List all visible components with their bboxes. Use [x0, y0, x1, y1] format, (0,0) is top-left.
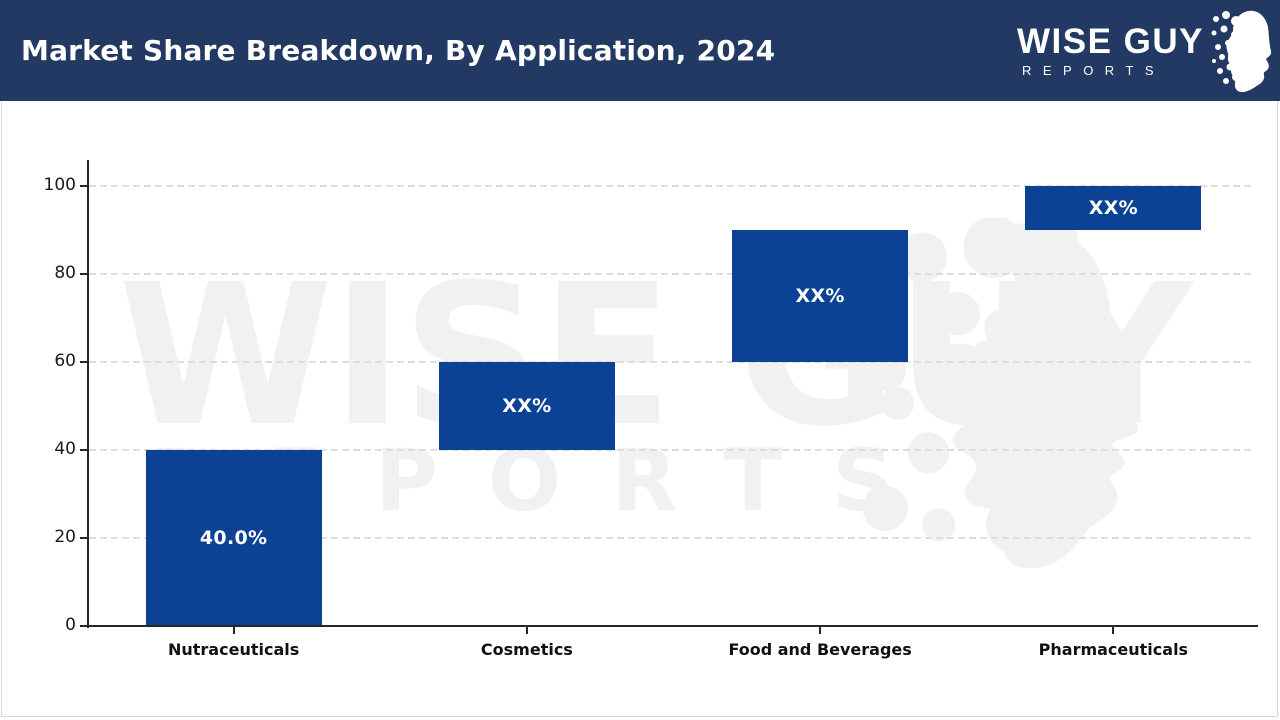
x-category-label: Cosmetics [480, 640, 573, 659]
bar-nutraceuticals: 40.0% [145, 450, 322, 626]
y-gridline [89, 361, 1252, 363]
y-tick-mark [80, 449, 87, 451]
x-tick-mark [525, 627, 528, 634]
y-gridline [89, 273, 1252, 275]
report-title: Market Share Breakdown, By Application, … [21, 34, 776, 67]
y-axis-line [87, 160, 89, 628]
x-tick-mark [1112, 627, 1115, 634]
watermark-head-graphic [862, 218, 1139, 568]
y-tick-label: 20 [54, 527, 76, 547]
x-tick-mark [232, 627, 235, 634]
bar-pharmaceuticals: XX% [1025, 186, 1202, 230]
y-tick-mark [80, 361, 87, 363]
y-tick-mark [80, 625, 87, 627]
bar-cosmetics: XX% [438, 362, 615, 450]
logo-reports-text: REPORTS [1021, 62, 1166, 78]
logo-head-icon [1211, 10, 1272, 92]
y-tick-mark [80, 273, 87, 275]
x-category-label: Nutraceuticals [167, 640, 300, 659]
y-tick-mark [80, 185, 87, 187]
bar-value-label: XX% [795, 285, 845, 307]
report-header: Market Share Breakdown, By Application, … [0, 0, 1280, 101]
y-tick-label: 100 [43, 175, 76, 195]
x-tick-mark [819, 627, 822, 634]
y-gridline [89, 185, 1252, 187]
x-axis-line [87, 625, 1258, 627]
x-category-label: Pharmaceuticals [1038, 640, 1189, 659]
y-tick-mark [80, 537, 87, 539]
y-tick-label: 60 [54, 351, 76, 371]
y-tick-label: 80 [54, 263, 76, 283]
bar-value-label: XX% [1088, 197, 1138, 219]
y-gridline [89, 449, 1252, 451]
y-gridline [89, 537, 1252, 539]
y-tick-label: 0 [65, 615, 76, 635]
bar-value-label: XX% [502, 395, 552, 417]
logo-wiseguy-text: WISE GUY [1016, 21, 1204, 61]
bar-food-and-beverages: XX% [732, 230, 909, 362]
bar-value-label: 40.0% [199, 527, 268, 549]
x-category-label: Food and Beverages [728, 640, 912, 659]
wise-guy-reports-logo: WISE GUY REPORTS [1017, 9, 1280, 93]
y-tick-label: 40 [54, 439, 76, 459]
logo-text: WISE GUY REPORTS [1017, 24, 1204, 78]
